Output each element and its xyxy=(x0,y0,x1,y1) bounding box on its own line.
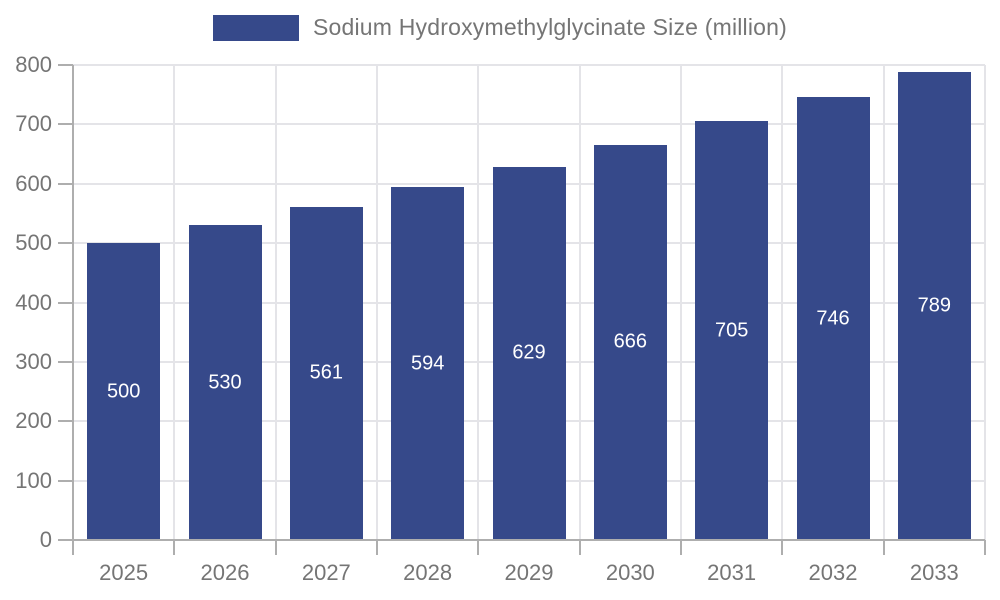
legend-swatch xyxy=(212,14,299,41)
y-tick xyxy=(58,420,73,423)
y-tick xyxy=(58,539,73,541)
y-axis-line xyxy=(72,65,74,540)
bar xyxy=(87,243,161,540)
y-tick-label: 100 xyxy=(15,467,52,493)
bar xyxy=(289,206,363,540)
bar-value-label: 561 xyxy=(309,361,344,384)
y-tick xyxy=(58,242,73,245)
y-tick-label: 0 xyxy=(39,527,52,552)
bar xyxy=(188,225,262,540)
bar-value-label: 500 xyxy=(106,380,141,403)
x-tick-label: 2027 xyxy=(301,560,351,585)
x-tick xyxy=(984,540,986,555)
y-tick xyxy=(58,479,73,482)
x-tick xyxy=(680,540,682,555)
y-tick xyxy=(58,123,73,126)
bar-value-label: 629 xyxy=(512,341,546,364)
x-tick-label: 2032 xyxy=(808,560,858,585)
y-tick-label: 600 xyxy=(15,170,52,196)
bar xyxy=(391,187,465,540)
x-grid-line xyxy=(578,65,581,540)
bar xyxy=(593,144,667,540)
x-tick xyxy=(72,540,74,555)
bar-value-label: 530 xyxy=(208,371,242,394)
y-tick-label: 300 xyxy=(15,348,52,374)
bar xyxy=(897,71,971,540)
y-tick xyxy=(58,64,73,66)
x-tick-label: 2031 xyxy=(707,560,757,585)
x-axis-line xyxy=(73,539,985,541)
x-tick-label: 2030 xyxy=(605,560,655,585)
y-grid-line xyxy=(73,123,985,126)
bar-value-label: 789 xyxy=(917,294,952,317)
y-tick xyxy=(58,182,73,185)
x-grid-line xyxy=(173,65,176,540)
bar xyxy=(796,97,870,540)
bar-value-label: 594 xyxy=(410,352,445,375)
x-grid-line xyxy=(477,65,480,540)
bar-value-label: 705 xyxy=(714,319,749,342)
x-tick xyxy=(376,540,378,555)
y-tick-label: 800 xyxy=(15,52,52,77)
y-tick-label: 400 xyxy=(15,289,52,315)
x-grid-line xyxy=(984,65,986,540)
bar xyxy=(695,121,769,540)
x-grid-line xyxy=(274,65,277,540)
y-tick-label: 500 xyxy=(15,230,52,256)
x-tick-label: 2026 xyxy=(200,560,250,585)
bar-value-label: 666 xyxy=(613,330,648,353)
x-grid-line xyxy=(376,65,378,540)
x-tick xyxy=(173,540,176,555)
bar-value-label: 746 xyxy=(816,307,850,330)
bar xyxy=(492,166,566,540)
x-tick-label: 2028 xyxy=(403,560,453,585)
x-tick xyxy=(274,540,277,555)
x-tick-label: 2025 xyxy=(99,560,149,585)
y-tick xyxy=(58,360,73,363)
x-grid-line xyxy=(680,65,682,540)
y-grid-line xyxy=(73,64,985,66)
x-tick xyxy=(578,540,581,555)
y-tick-label: 700 xyxy=(15,111,52,137)
y-tick-label: 200 xyxy=(15,408,52,434)
x-grid-line xyxy=(882,65,885,540)
x-grid-line xyxy=(781,65,784,540)
x-tick-label: 2033 xyxy=(909,560,959,585)
chart-legend: Sodium Hydroxymethylglycinate Size (mill… xyxy=(0,14,1000,41)
x-tick xyxy=(781,540,784,555)
x-tick xyxy=(477,540,480,555)
y-tick xyxy=(58,301,73,304)
x-tick-label: 2029 xyxy=(504,560,554,585)
x-tick xyxy=(882,540,885,555)
legend-label: Sodium Hydroxymethylglycinate Size (mill… xyxy=(312,14,788,40)
